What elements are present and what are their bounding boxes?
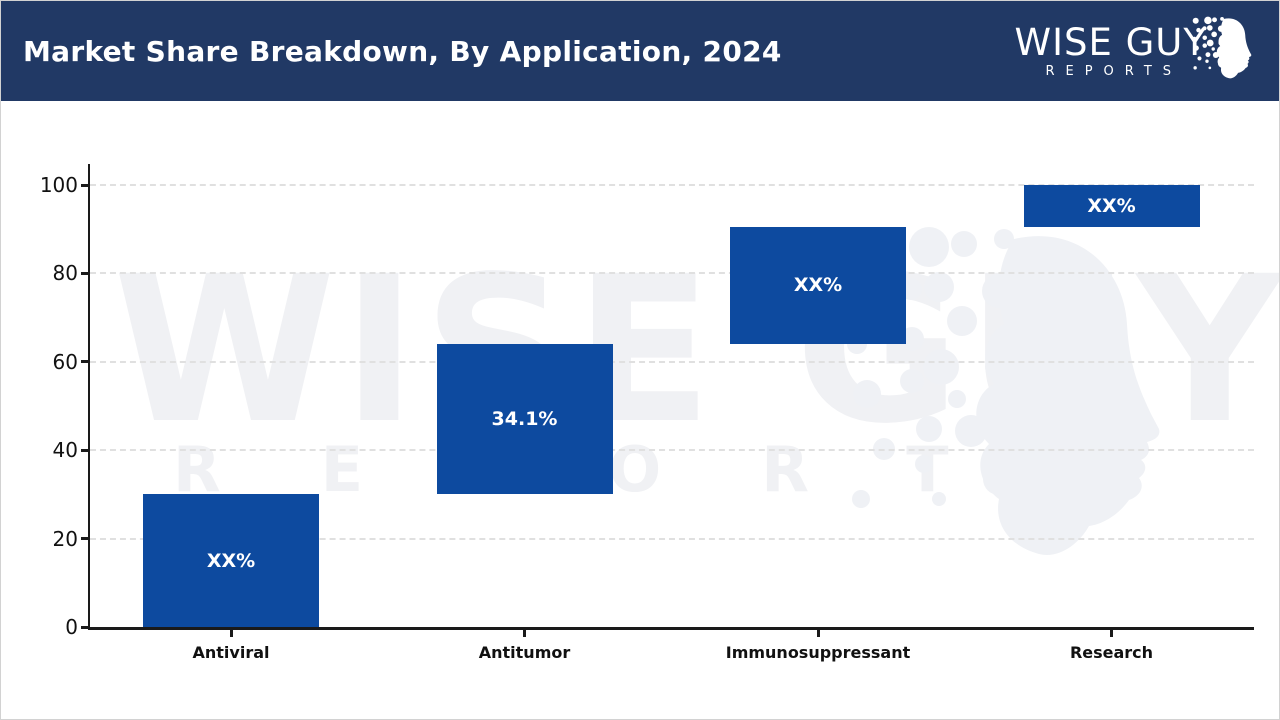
x-axis-label-antiviral: Antiviral	[192, 643, 270, 662]
bar-value-label-antiviral: XX%	[206, 549, 256, 572]
gridline-20	[90, 537, 1254, 540]
y-tick-100	[81, 183, 89, 187]
y-tick-label-20: 20	[52, 526, 78, 551]
y-tick-label-80: 80	[52, 261, 78, 286]
header: Market Share Breakdown, By Application, …	[1, 1, 1279, 101]
y-axis-spine	[87, 164, 90, 630]
bar-value-label-antitumor: 34.1%	[491, 408, 558, 431]
x-axis-label-research: Research	[1069, 643, 1154, 662]
y-tick-label-40: 40	[52, 438, 78, 463]
report-title: Market Share Breakdown, By Application, …	[23, 34, 782, 68]
y-tick-80	[81, 271, 89, 275]
gridline-60	[90, 360, 1254, 363]
bar-antiviral	[143, 494, 319, 627]
y-tick-40	[81, 448, 89, 452]
plot: 0 20 40 60 80 100 XX% Antiviral 34.1% Antitumor XX…	[1, 101, 1279, 719]
bar-value-label-immunosuppressant: XX%	[793, 274, 843, 297]
gridline-80	[90, 272, 1254, 275]
bar-research	[1023, 185, 1200, 227]
gridline-40	[90, 449, 1254, 452]
gridline-100	[90, 184, 1254, 186]
logo-face-icon	[1192, 16, 1252, 79]
logo-secondary-text: REPORTS	[1045, 63, 1183, 79]
x-tick-antiviral	[229, 629, 233, 637]
y-tick-label-100: 100	[39, 173, 78, 197]
x-tick-immunosuppressant	[816, 629, 820, 637]
x-axis-label-antitumor: Antitumor	[478, 643, 571, 662]
y-tick-label-0: 0	[65, 615, 78, 639]
x-tick-research	[1110, 629, 1113, 637]
wiseguy-logo: WISE GUY REPORTS	[1015, 16, 1255, 83]
x-axis-spine	[87, 627, 1254, 630]
y-tick-label-60: 60	[52, 349, 78, 374]
y-tick-0	[81, 625, 89, 629]
logo-wordmark: WISE GUY REPORTS	[1015, 24, 1207, 79]
x-tick-antitumor	[523, 629, 526, 637]
logo-primary-text: WISE GUY	[1014, 20, 1207, 64]
chart-area: WISE GUY REPORTS 0 20 40 60 80 100 XX% Antivira…	[1, 101, 1279, 719]
bar-antitumor	[436, 343, 613, 495]
bar-value-label-research: XX%	[1087, 194, 1136, 217]
y-tick-60	[81, 360, 89, 364]
y-tick-20	[81, 537, 89, 541]
x-axis-label-immunosuppressant: Immunosuppressant	[725, 643, 911, 662]
